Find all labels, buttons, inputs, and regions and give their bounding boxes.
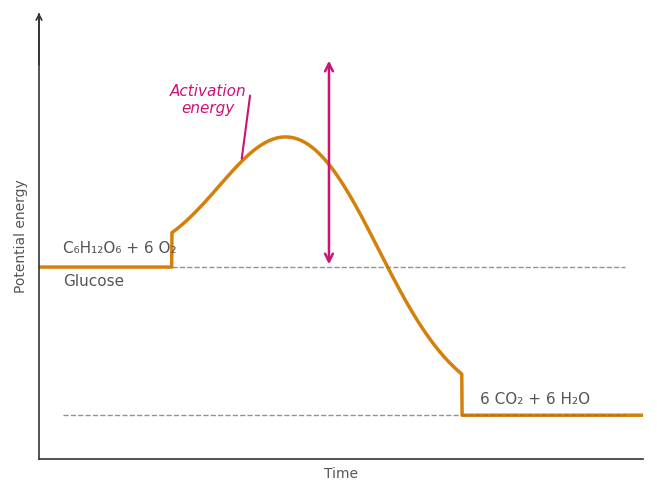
Text: Activation
energy: Activation energy	[170, 84, 246, 116]
Text: Glucose: Glucose	[63, 274, 124, 289]
Text: 6 CO₂ + 6 H₂O: 6 CO₂ + 6 H₂O	[480, 393, 590, 407]
X-axis label: Time: Time	[324, 467, 358, 481]
Text: C₆H₁₂O₆ + 6 O₂: C₆H₁₂O₆ + 6 O₂	[63, 241, 177, 256]
Y-axis label: Potential energy: Potential energy	[14, 180, 28, 294]
